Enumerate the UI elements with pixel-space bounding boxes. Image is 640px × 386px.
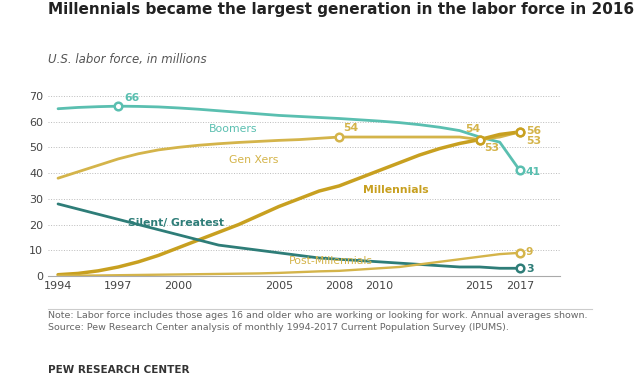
Text: Millennials became the largest generation in the labor force in 2016: Millennials became the largest generatio…	[48, 2, 634, 17]
Text: 54: 54	[343, 123, 358, 133]
Text: 53: 53	[484, 144, 499, 154]
Text: 9: 9	[526, 247, 533, 257]
Text: 54: 54	[466, 124, 481, 134]
Text: 3: 3	[526, 264, 534, 274]
Text: Millennials: Millennials	[364, 185, 429, 195]
Text: 56: 56	[526, 125, 541, 135]
Text: Silent/ Greatest: Silent/ Greatest	[128, 218, 224, 228]
Text: Boomers: Boomers	[209, 124, 257, 134]
Text: Note: Labor force includes those ages 16 and older who are working or looking fo: Note: Labor force includes those ages 16…	[48, 311, 588, 332]
Text: 41: 41	[526, 167, 541, 177]
Text: 53: 53	[526, 136, 541, 146]
Text: Gen Xers: Gen Xers	[228, 155, 278, 165]
Text: Post-Millennials: Post-Millennials	[289, 256, 373, 266]
Text: PEW RESEARCH CENTER: PEW RESEARCH CENTER	[48, 365, 189, 375]
Text: 66: 66	[124, 93, 140, 103]
Text: U.S. labor force, in millions: U.S. labor force, in millions	[48, 53, 207, 66]
